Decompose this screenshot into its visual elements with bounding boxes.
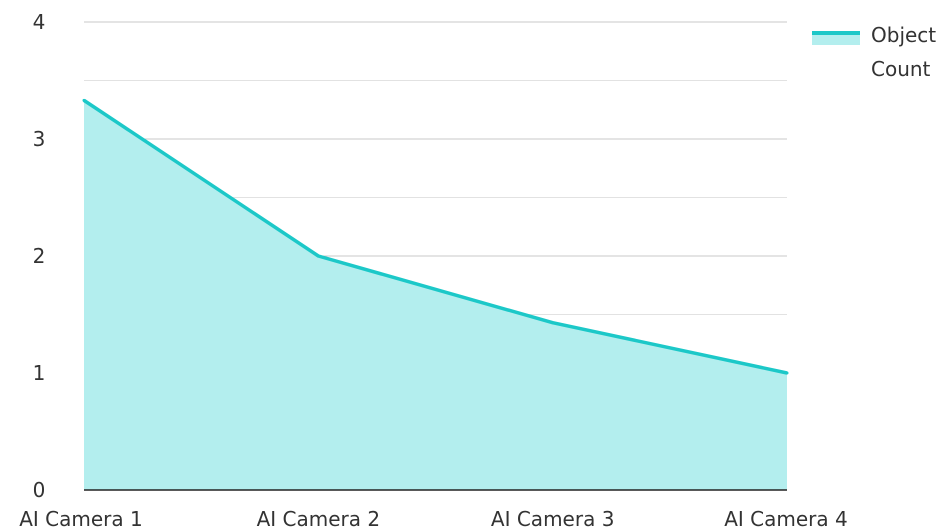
y-tick-label-2: 2 bbox=[33, 244, 46, 268]
y-tick-label-1: 1 bbox=[33, 361, 46, 385]
y-tick-label-3: 3 bbox=[33, 127, 46, 151]
area-fill-layer bbox=[84, 100, 787, 490]
x-tick-label-0: AI Camera 1 bbox=[19, 507, 143, 531]
x-axis-tick-labels: AI Camera 1 AI Camera 2 AI Camera 3 AI Came… bbox=[19, 507, 848, 531]
series-line-object-count bbox=[83, 98, 788, 375]
series-area-object-count bbox=[84, 100, 787, 490]
data-point-2 bbox=[551, 321, 555, 325]
y-axis-tick-labels: 0 1 2 3 4 bbox=[33, 10, 46, 502]
data-point-3 bbox=[785, 371, 789, 375]
y-tick-label-4: 4 bbox=[33, 10, 46, 34]
series-line-layer bbox=[82, 98, 789, 375]
legend-label-line-2: Count bbox=[871, 57, 931, 81]
y-tick-label-0: 0 bbox=[33, 478, 46, 502]
x-tick-label-1: AI Camera 2 bbox=[257, 507, 381, 531]
x-tick-label-3: AI Camera 4 bbox=[724, 507, 848, 531]
legend-swatch-fill bbox=[812, 35, 860, 45]
legend-label-line-1: Object bbox=[871, 23, 936, 47]
x-tick-label-2: AI Camera 3 bbox=[491, 507, 615, 531]
data-point-0 bbox=[82, 98, 86, 102]
legend[interactable]: Object Count bbox=[812, 23, 936, 81]
data-point-1 bbox=[316, 254, 320, 258]
